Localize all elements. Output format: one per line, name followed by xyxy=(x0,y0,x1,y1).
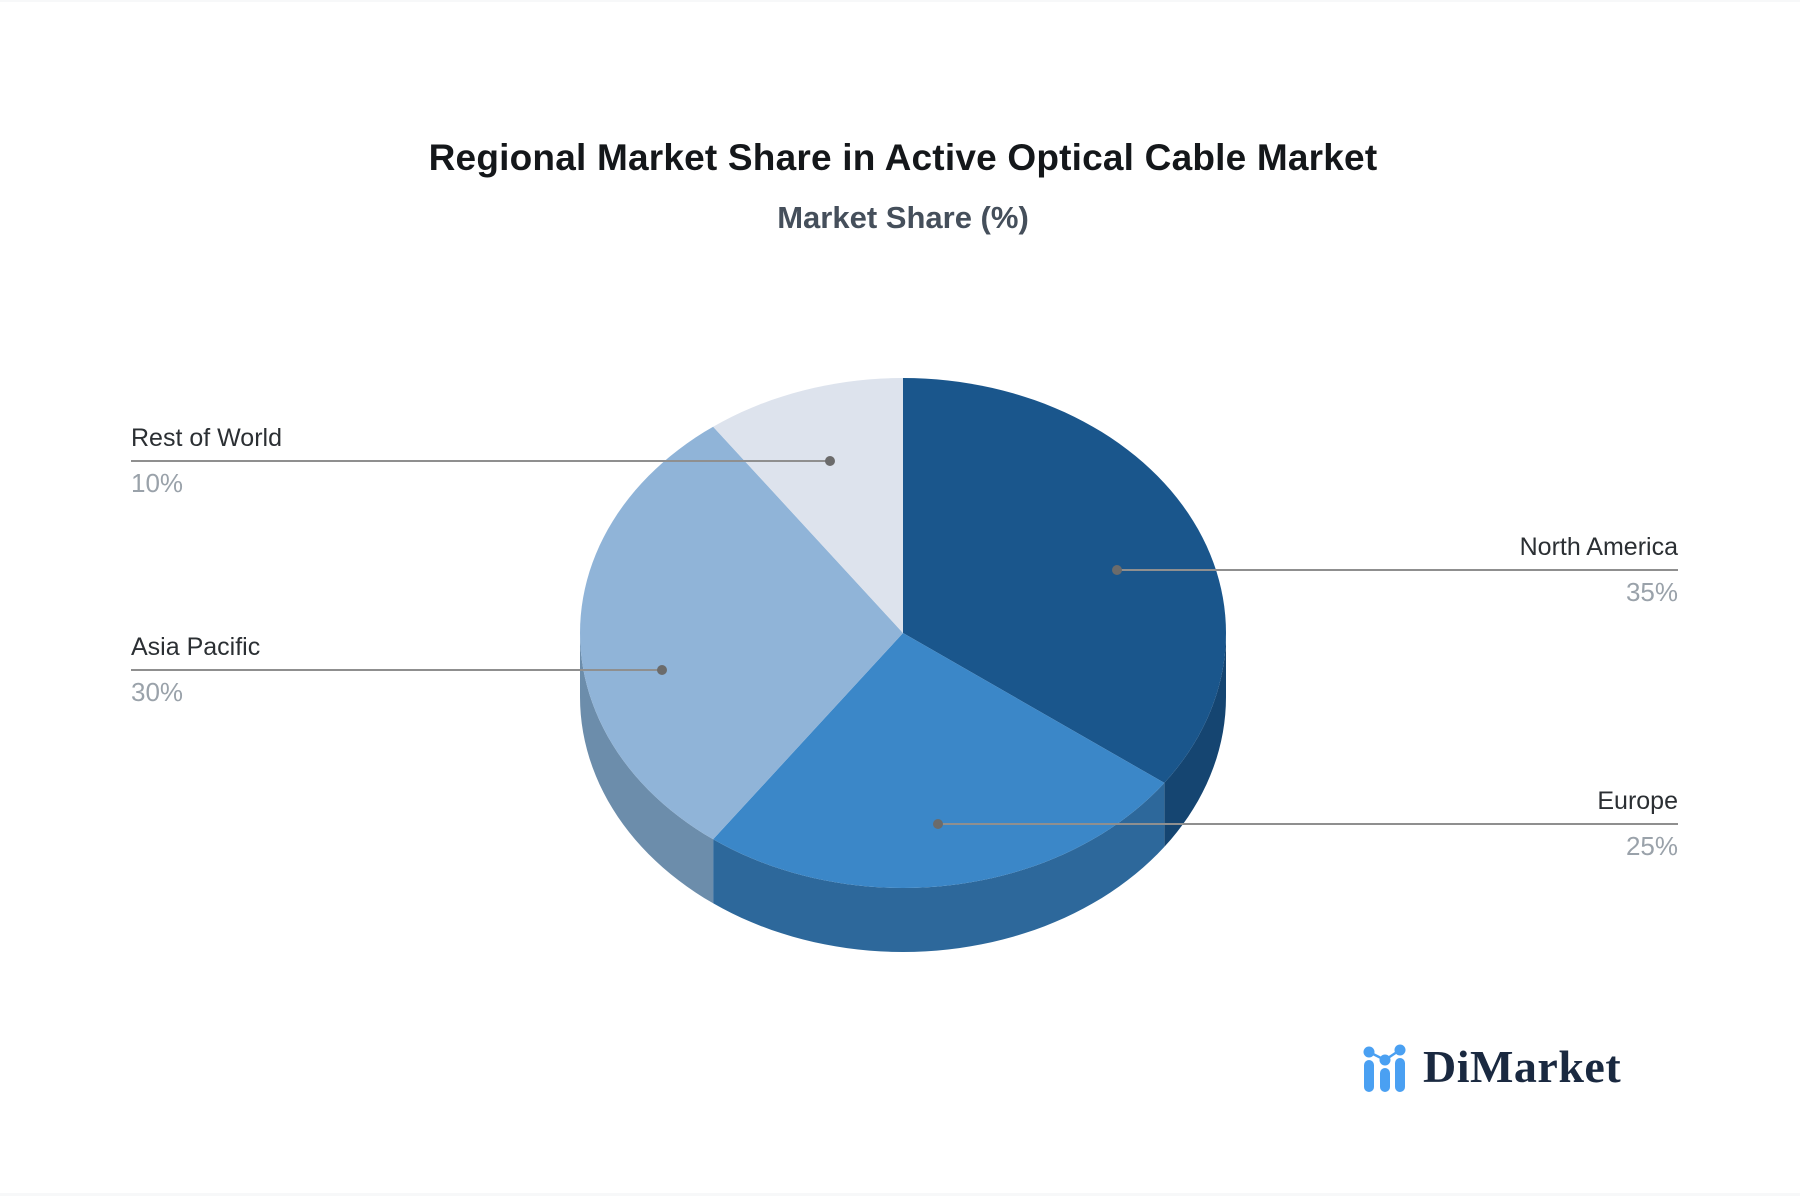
bar-chart-trend-icon xyxy=(1363,1044,1406,1092)
pie-slice-north-america[interactable] xyxy=(903,378,1226,783)
pie-label-value: 25% xyxy=(1625,831,1678,861)
label-anchor-dot-europe xyxy=(933,819,943,829)
pie-slice-side-europe xyxy=(713,782,1165,952)
pie-slice-rest-of-world[interactable] xyxy=(713,378,903,633)
dimarket-logo: DiMarket xyxy=(1360,1042,1621,1092)
pie-label-value: 35% xyxy=(1625,577,1678,607)
label-anchor-dot-rest-of-world xyxy=(825,456,835,466)
pie-label-value: 10% xyxy=(131,468,184,498)
chart-subtitle: Market Share (%) xyxy=(777,200,1029,235)
label-anchor-dot-asia-pacific xyxy=(657,665,667,675)
pie-slice-asia-pacific[interactable] xyxy=(580,426,903,840)
pie-label-name: North America xyxy=(1519,533,1678,561)
pie-slice-side-asia-pacific xyxy=(580,633,714,904)
frame-edge-bottom xyxy=(0,1193,1800,1196)
pie-label-name: Europe xyxy=(1597,787,1678,815)
frame-edge-top xyxy=(0,0,1800,2)
pie-label-name: Rest of World xyxy=(131,424,282,452)
logo-text: DiMarket xyxy=(1423,1041,1622,1092)
pie-label-value: 30% xyxy=(131,677,184,707)
pie-label-europe: Europe 25% xyxy=(1258,784,1678,862)
pie-slice-side-north-america xyxy=(1164,633,1226,847)
pie-label-rest-of-world: Rest of World 10% xyxy=(131,421,551,499)
label-anchor-dot-north-america xyxy=(1112,565,1122,575)
pie-label-north-america: North America 35% xyxy=(1258,530,1678,608)
pie-label-asia-pacific: Asia Pacific 30% xyxy=(131,630,551,708)
chart-title: Regional Market Share in Active Optical … xyxy=(428,137,1378,178)
pie-label-name: Asia Pacific xyxy=(131,633,261,661)
